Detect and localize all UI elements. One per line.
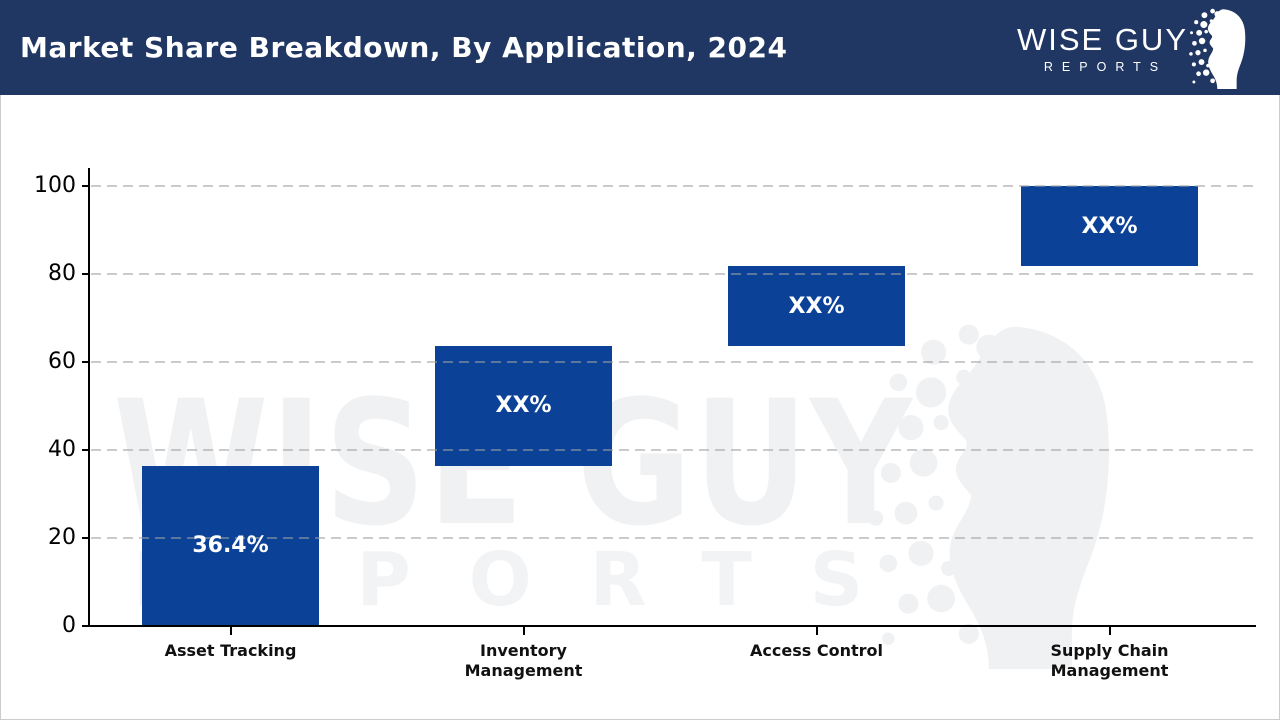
bar-0 [142, 465, 319, 626]
logo-text: WISE GUY REPORTS [1017, 22, 1188, 74]
y-tick-80 [82, 273, 90, 275]
bar-label-1: XX% [495, 393, 552, 419]
gridline-60 [91, 361, 1256, 363]
gridline-80 [91, 273, 1256, 275]
x-tick-1 [522, 627, 525, 635]
header: Market Share Breakdown, By Application, … [0, 0, 1280, 95]
bar-label-2: XX% [788, 293, 845, 319]
y-tick-20 [82, 537, 90, 539]
y-tick-label-0: 0 [62, 613, 76, 638]
bar-2 [728, 266, 905, 347]
y-tick-label-80: 80 [48, 261, 76, 286]
x-category-label-2: Access Control [750, 641, 883, 660]
bar-label-0: 36.4% [192, 533, 269, 559]
y-tick-40 [82, 449, 90, 451]
gridline-40 [91, 449, 1256, 451]
y-tick-label-20: 20 [48, 525, 76, 550]
y-tick-label-40: 40 [48, 437, 76, 462]
gridline-20 [91, 537, 1256, 539]
y-tick-label-100: 100 [34, 173, 76, 198]
page-title: Market Share Breakdown, By Application, … [20, 31, 788, 64]
x-tick-3 [1108, 627, 1111, 635]
logo: WISE GUY REPORTS [1017, 6, 1266, 90]
logo-subtitle: REPORTS [1043, 60, 1168, 74]
x-category-label-0: Asset Tracking [164, 641, 297, 660]
y-tick-0 [82, 625, 90, 627]
x-tick-2 [815, 627, 818, 635]
bar-label-3: XX% [1081, 213, 1138, 239]
y-tick-100 [82, 185, 90, 187]
wiseguy-head-icon [1178, 7, 1266, 89]
y-axis-line [88, 168, 90, 627]
bar-3 [1021, 186, 1198, 267]
x-axis-line [88, 625, 1256, 627]
gridline-100 [91, 185, 1256, 187]
y-tick-label-60: 60 [48, 349, 76, 374]
y-tick-60 [82, 361, 90, 363]
x-tick-0 [229, 627, 232, 635]
logo-wordmark: WISE GUY [1016, 22, 1188, 57]
x-category-label-3: Supply Chain Management [1050, 641, 1169, 680]
bar-1 [435, 346, 612, 466]
x-category-label-1: Inventory Management [464, 641, 583, 680]
